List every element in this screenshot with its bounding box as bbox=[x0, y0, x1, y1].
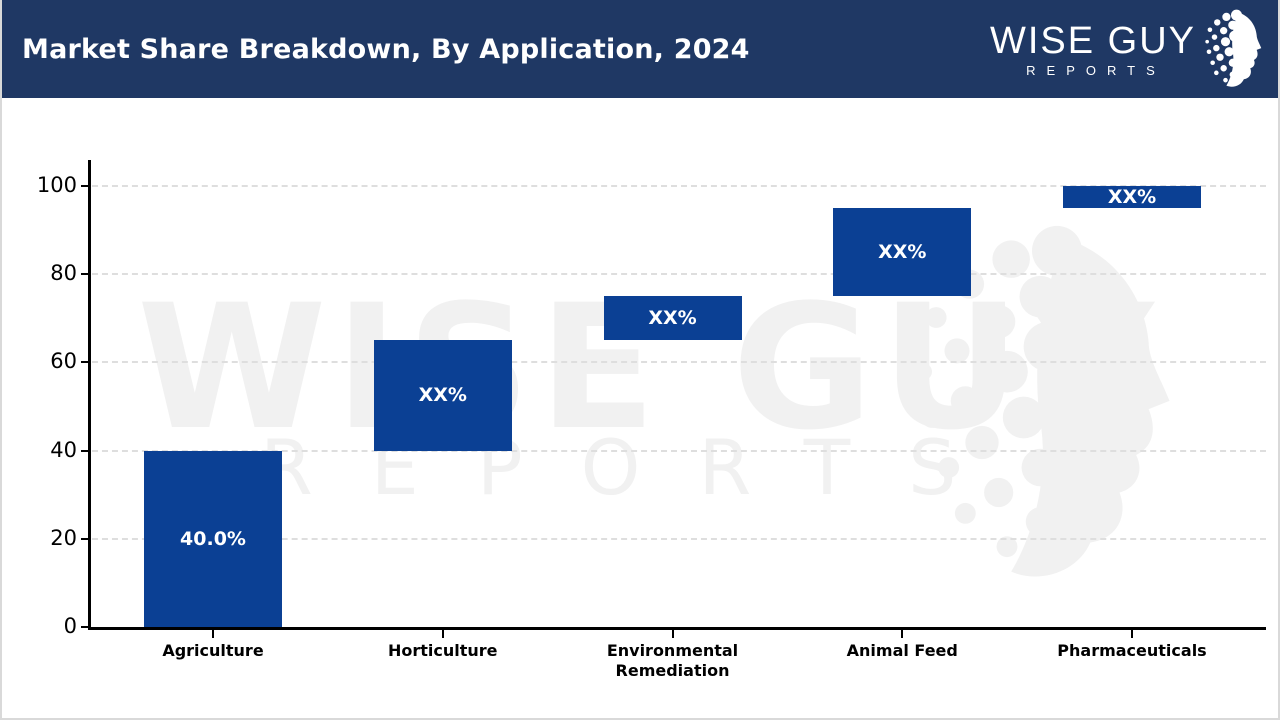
gridline-y-40 bbox=[92, 449, 1266, 452]
brand-logo-text: WISE GUY REPORTS bbox=[990, 22, 1196, 77]
y-tick-80 bbox=[81, 273, 90, 276]
brand-logo: WISE GUY REPORTS bbox=[990, 0, 1264, 98]
x-tick-3 bbox=[901, 629, 904, 638]
y-tick-20 bbox=[81, 537, 90, 540]
gridline-y-20 bbox=[92, 537, 1266, 540]
y-tick-0 bbox=[81, 626, 90, 628]
y-tick-label-0: 0 bbox=[63, 614, 77, 638]
gridline-y-100 bbox=[92, 185, 1266, 187]
y-tick-label-100: 100 bbox=[36, 173, 77, 197]
bar-agriculture: 40.0% bbox=[144, 450, 282, 627]
bar-pharmaceuticals: XX% bbox=[1063, 186, 1201, 209]
bar-horticulture: XX% bbox=[373, 340, 512, 451]
header-bar: Market Share Breakdown, By Application, … bbox=[2, 0, 1278, 98]
brand-name: WISE GUY bbox=[989, 19, 1196, 62]
y-tick-60 bbox=[81, 361, 90, 364]
y-tick-40 bbox=[81, 449, 90, 452]
x-tick-label-2: Environmental Remediation bbox=[606, 641, 739, 680]
x-tick-label-0: Agriculture bbox=[162, 641, 264, 660]
x-tick-0 bbox=[212, 629, 214, 638]
x-tick-2 bbox=[671, 629, 674, 638]
waterfall-chart: 0 20 40 60 80 100 40.0% XX% XX% XX% XX% Agriculture… bbox=[2, 98, 1278, 718]
bar-value-label: XX% bbox=[418, 384, 467, 407]
gridline-y-80 bbox=[92, 273, 1266, 276]
brand-subtitle: REPORTS bbox=[1026, 62, 1166, 78]
y-tick-label-20: 20 bbox=[50, 525, 77, 550]
bar-environmental-remediation: XX% bbox=[603, 296, 742, 341]
bar-value-label: 40.0% bbox=[180, 527, 246, 550]
y-tick-100 bbox=[81, 185, 90, 187]
dotted-head-logo-icon bbox=[1205, 9, 1262, 87]
x-tick-label-1: Horticulture bbox=[387, 641, 498, 660]
x-tick-label-3: Animal Feed bbox=[846, 641, 958, 660]
y-tick-label-60: 60 bbox=[50, 349, 77, 374]
bar-value-label: XX% bbox=[1107, 186, 1157, 209]
y-tick-label-80: 80 bbox=[50, 261, 77, 286]
x-tick-1 bbox=[441, 629, 444, 638]
bar-value-label: XX% bbox=[878, 241, 927, 264]
page-title: Market Share Breakdown, By Application, … bbox=[22, 33, 750, 65]
bar-animal-feed: XX% bbox=[833, 208, 972, 297]
y-tick-label-40: 40 bbox=[50, 437, 77, 462]
y-axis bbox=[88, 160, 91, 630]
x-tick-label-4: Pharmaceuticals bbox=[1057, 641, 1207, 660]
gridline-y-60 bbox=[92, 361, 1266, 364]
bar-value-label: XX% bbox=[648, 307, 697, 330]
x-tick-4 bbox=[1131, 629, 1133, 638]
x-axis bbox=[88, 627, 1266, 630]
